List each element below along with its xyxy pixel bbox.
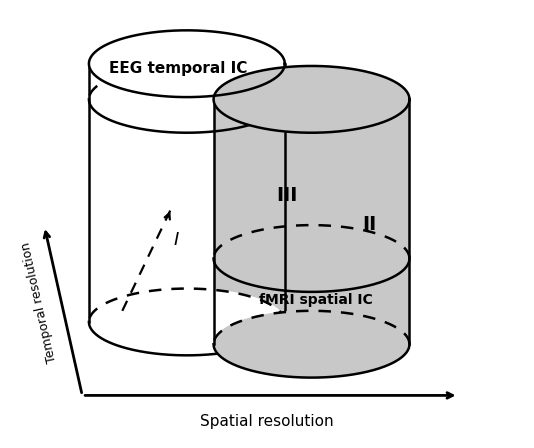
Polygon shape bbox=[214, 311, 410, 378]
Text: Temporal resolution: Temporal resolution bbox=[19, 241, 59, 364]
Text: I: I bbox=[173, 231, 178, 249]
Polygon shape bbox=[89, 289, 285, 355]
Polygon shape bbox=[89, 64, 285, 322]
Text: fMRI spatial IC: fMRI spatial IC bbox=[259, 293, 373, 307]
Text: II: II bbox=[362, 215, 376, 233]
Text: III: III bbox=[277, 185, 298, 205]
Polygon shape bbox=[214, 66, 410, 133]
Text: Spatial resolution: Spatial resolution bbox=[200, 414, 334, 429]
Polygon shape bbox=[214, 99, 410, 344]
Polygon shape bbox=[89, 30, 285, 97]
Text: EEG temporal IC: EEG temporal IC bbox=[109, 60, 247, 76]
